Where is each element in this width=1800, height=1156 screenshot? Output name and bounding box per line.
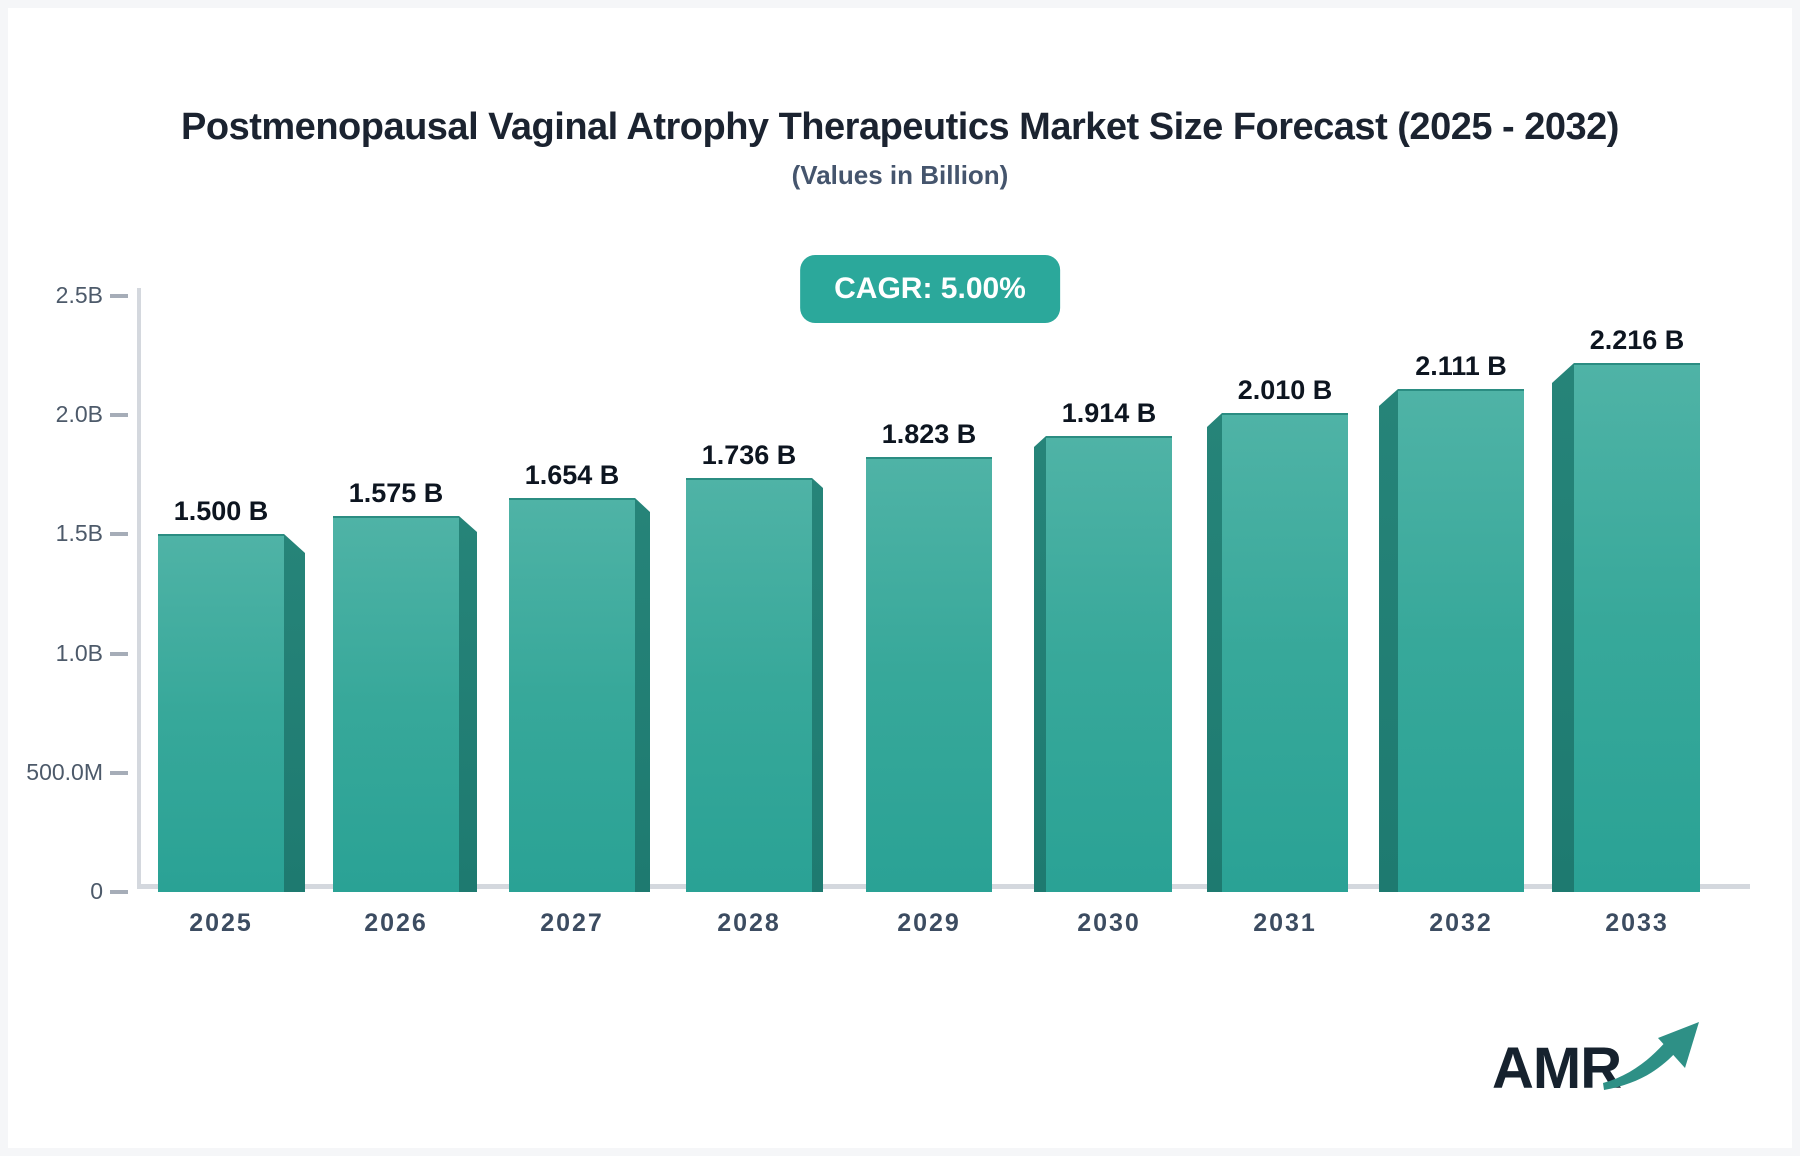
y-tick-label: 2.0B xyxy=(55,401,103,427)
amr-logo: AMR xyxy=(1492,1022,1699,1104)
x-tick-label-2029: 2029 xyxy=(897,909,961,937)
x-tick-label-2026: 2026 xyxy=(364,909,428,937)
bar-value-label-2028: 1.736 B xyxy=(701,440,797,470)
chart-subtitle: (Values in Billion) xyxy=(791,160,1009,190)
bar-2027 xyxy=(509,498,635,892)
x-tick-label-2031: 2031 xyxy=(1253,909,1317,937)
bar-2030-side-face xyxy=(1034,436,1046,892)
x-tick-label-2025: 2025 xyxy=(189,909,253,937)
bar-2032 xyxy=(1398,389,1524,892)
bar-2033 xyxy=(1574,363,1700,892)
bar-2030 xyxy=(1046,436,1172,892)
bar-value-label-2031: 2.010 B xyxy=(1237,375,1333,405)
x-tick-label-2027: 2027 xyxy=(540,909,604,937)
chart-title: Postmenopausal Vaginal Atrophy Therapeut… xyxy=(181,106,1619,148)
chart-card: Postmenopausal Vaginal Atrophy Therapeut… xyxy=(8,8,1792,1148)
y-tick-label: 1.0B xyxy=(55,639,103,666)
y-tick-mark xyxy=(110,770,128,775)
x-tick-label-2030: 2030 xyxy=(1077,909,1141,937)
bar-2028-side-face xyxy=(812,478,823,892)
y-tick-mark xyxy=(110,651,128,656)
y-tick-label: 1.5B xyxy=(55,520,103,547)
bar-value-label-2025: 1.500 B xyxy=(173,496,269,526)
bar-value-label-2030: 1.914 B xyxy=(1061,398,1157,428)
logo-text: AMR xyxy=(1492,1036,1622,1101)
y-tick-mark xyxy=(110,890,128,894)
y-tick-mark xyxy=(110,293,128,298)
bar-value-label-2032: 2.111 B xyxy=(1415,351,1507,381)
x-tick-label-2032: 2032 xyxy=(1429,909,1493,937)
bar-value-label-2033: 2.216 B xyxy=(1589,325,1685,355)
x-tick-label-2033: 2033 xyxy=(1605,909,1669,937)
bar-2025 xyxy=(158,534,284,892)
bar-2031-side-face xyxy=(1207,413,1222,892)
y-tick-label: 2.5B xyxy=(55,281,103,308)
bar-value-label-2029: 1.823 B xyxy=(881,419,977,449)
y-tick-mark xyxy=(110,413,128,417)
bar-2026 xyxy=(333,516,459,892)
bar-2031 xyxy=(1222,413,1348,892)
x-tick-label-2028: 2028 xyxy=(717,909,781,937)
bar-2025-side-face xyxy=(284,534,305,892)
y-tick-mark xyxy=(110,532,128,537)
bar-2029 xyxy=(866,457,992,892)
bar-2032-side-face xyxy=(1379,389,1398,892)
bar-2026-side-face xyxy=(459,516,477,892)
bar-2028 xyxy=(686,478,812,892)
cagr-badge: CAGR: 5.00% xyxy=(800,255,1060,323)
y-tick-label: 500.0M xyxy=(26,758,103,785)
bar-value-label-2026: 1.575 B xyxy=(348,478,444,508)
y-tick-label: 0 xyxy=(90,878,103,904)
bar-value-label-2027: 1.654 B xyxy=(524,460,620,490)
y-axis-line xyxy=(137,288,141,886)
bar-2027-side-face xyxy=(635,498,650,892)
growth-arrow-icon xyxy=(1603,1022,1699,1090)
bar-2033-side-face xyxy=(1552,363,1574,892)
